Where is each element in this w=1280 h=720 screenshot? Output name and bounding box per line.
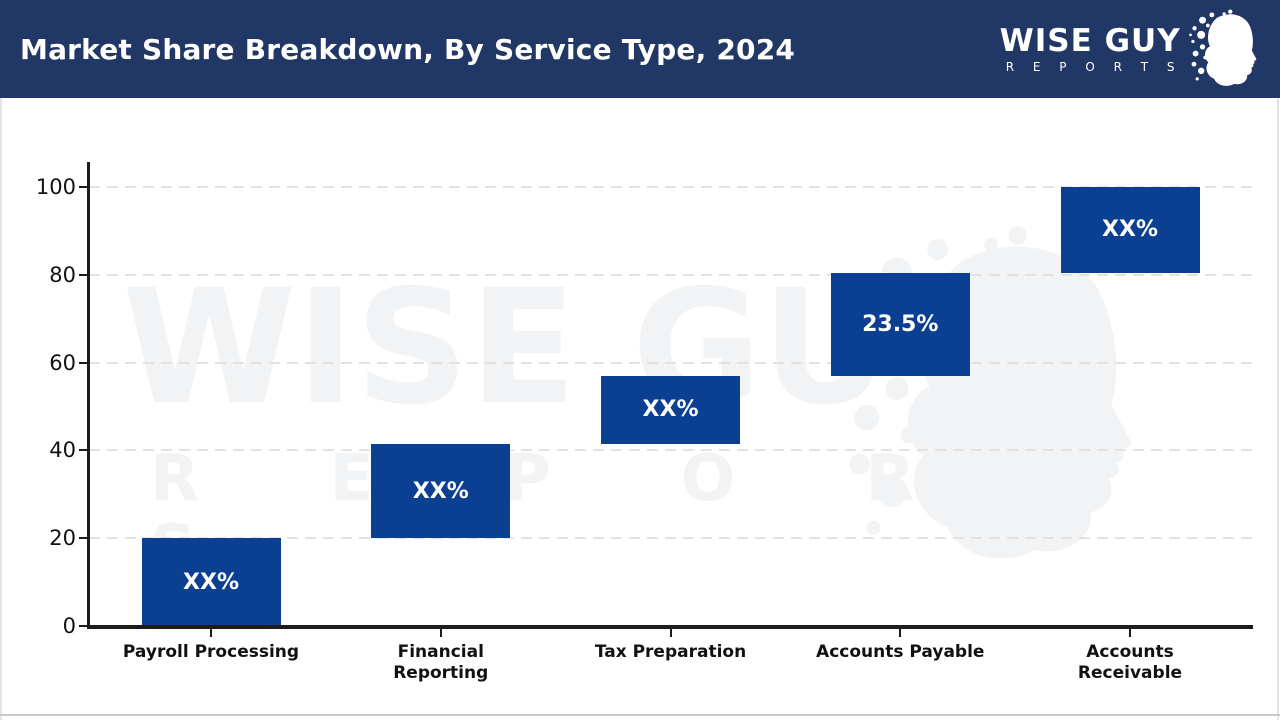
bar-value-label-accounts-receivable: XX% — [1102, 217, 1158, 243]
x-category-label-line: Receivable — [1077, 663, 1183, 683]
x-tick-mark-accounts-payable — [899, 629, 902, 637]
x-category-label-line: Payroll Processing — [122, 642, 300, 662]
frame-border-left — [0, 98, 2, 720]
bar-value-label-financial-reporting: XX% — [412, 478, 469, 504]
brand-logo: WISE GUY R E P O R T S — [998, 8, 1266, 90]
frame-border-bottom — [0, 714, 1280, 716]
gridline-80 — [89, 273, 1253, 276]
gridline-40 — [89, 449, 1253, 452]
y-axis-line — [87, 162, 90, 629]
x-category-label-line: Reporting — [393, 663, 489, 683]
brand-name: WISE GUY — [999, 22, 1181, 59]
y-tick-mark-20 — [79, 537, 88, 540]
y-tick-mark-80 — [79, 273, 88, 276]
x-category-label-tax-preparation: Tax Preparation — [551, 642, 791, 663]
x-category-label-accounts-payable: Accounts Payable — [780, 642, 1020, 663]
y-tick-mark-100 — [79, 186, 88, 188]
x-category-label-line: Financial — [397, 642, 484, 662]
x-category-label-line: Accounts — [1086, 642, 1174, 662]
frame-border-right — [1277, 98, 1279, 720]
gridline-60 — [89, 361, 1253, 364]
x-category-label-line: Accounts Payable — [816, 642, 985, 662]
y-tick-label-20: 20 — [49, 526, 76, 551]
page-title: Market Share Breakdown, By Service Type,… — [20, 32, 796, 66]
y-tick-label-80: 80 — [49, 262, 76, 287]
bar-value-label-payroll-processing: XX% — [183, 569, 239, 595]
bar-value-label-tax-preparation: XX% — [642, 397, 699, 423]
x-category-label-payroll-processing: Payroll Processing — [91, 642, 331, 663]
y-tick-mark-40 — [79, 449, 88, 452]
y-tick-mark-60 — [79, 361, 88, 364]
x-category-label-financial-reporting: Financial Reporting — [321, 642, 561, 684]
x-category-label-accounts-receivable: Accounts Receivable — [1010, 642, 1250, 684]
x-category-label-line: Tax Preparation — [594, 642, 747, 662]
bar-value-label-accounts-payable: 23.5% — [862, 311, 939, 337]
y-tick-label-60: 60 — [49, 350, 76, 375]
gridline-100 — [89, 186, 1253, 188]
header-bar: Market Share Breakdown, By Service Type,… — [0, 0, 1280, 98]
x-tick-mark-accounts-receivable — [1129, 629, 1131, 637]
bar-financial-reporting: XX% — [371, 443, 511, 539]
x-tick-mark-tax-preparation — [669, 629, 672, 637]
y-tick-label-100: 100 — [35, 175, 76, 199]
y-tick-label-0: 0 — [62, 614, 76, 638]
x-axis-line — [87, 625, 1253, 629]
brand-logo-text: WISE GUY R E P O R T S — [998, 25, 1182, 74]
bar-accounts-payable: 23.5% — [830, 272, 970, 376]
brand-head-icon — [1186, 8, 1266, 90]
brand-subtitle: R E P O R T S — [1005, 59, 1182, 74]
bar-payroll-processing: XX% — [141, 538, 281, 626]
gridline-20 — [89, 537, 1253, 540]
x-tick-mark-payroll-processing — [210, 629, 212, 637]
y-tick-label-40: 40 — [49, 438, 76, 463]
bar-tax-preparation: XX% — [601, 375, 740, 444]
x-tick-mark-financial-reporting — [439, 629, 442, 637]
bar-accounts-receivable: XX% — [1060, 187, 1200, 273]
y-tick-mark-0 — [79, 625, 88, 627]
